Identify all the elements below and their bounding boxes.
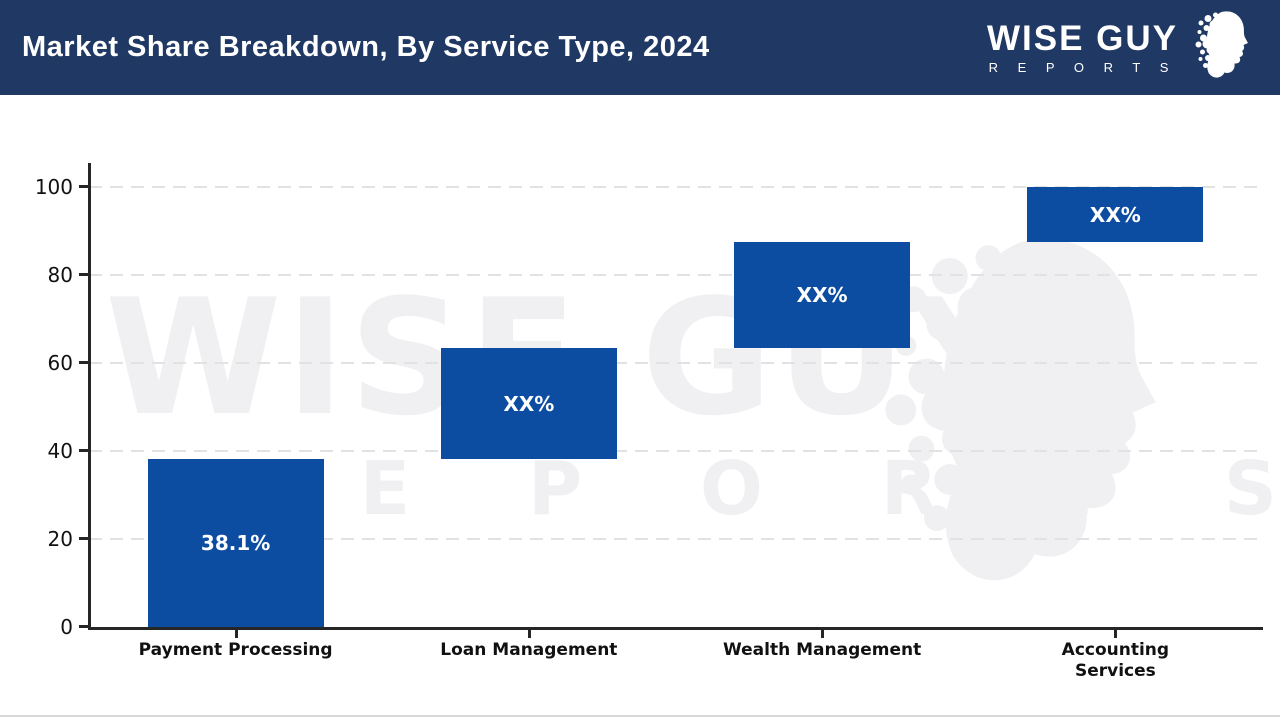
y-tick-mark-100 [79, 185, 88, 188]
x-category-label-loan-management: Loan Management [440, 640, 618, 660]
bar-accounting-services: XX% [1027, 187, 1204, 242]
x-category-label-accounting-services: Accounting Services [1061, 640, 1170, 681]
y-tick-label-40: 40 [47, 439, 73, 463]
x-axis-line [88, 627, 1263, 630]
bar-value-label-wealth-management: XX% [796, 282, 848, 307]
x-tick-mark-accounting-services [1114, 630, 1118, 638]
y-tick-mark-60 [79, 361, 88, 364]
y-axis-line [88, 163, 91, 630]
y-tick-mark-20 [79, 537, 88, 540]
y-tick-mark-40 [79, 449, 88, 452]
gridline-80 [89, 274, 1262, 276]
page-title: Market Share Breakdown, By Service Type,… [22, 31, 710, 63]
y-tick-label-100: 100 [34, 175, 73, 199]
bar-value-label-loan-management: XX% [503, 391, 555, 416]
gridline-100 [89, 186, 1262, 188]
brand-logo: WISE GUY R E P O R T S [987, 8, 1262, 88]
y-tick-label-80: 80 [47, 263, 73, 287]
x-tick-mark-payment-processing [234, 630, 238, 638]
y-tick-mark-0 [79, 625, 88, 628]
y-tick-label-0: 0 [60, 615, 73, 639]
x-tick-mark-wealth-management [821, 630, 825, 638]
brand-name: WISE GUY [986, 19, 1178, 58]
plot-area: 38.1% XX% XX% XX% [89, 186, 1262, 627]
x-tick-mark-loan-management [527, 630, 531, 638]
y-axis-labels: 0 20 40 60 80 100 [0, 177, 89, 637]
bar-value-label-payment-processing: 38.1% [200, 531, 271, 556]
brand-logo-text: WISE GUY R E P O R T S [987, 21, 1178, 74]
head-logo-icon [1184, 8, 1262, 88]
gridline-40 [89, 450, 1262, 452]
brand-subtitle: R E P O R T S [988, 60, 1177, 75]
x-category-label-payment-processing: Payment Processing [138, 640, 333, 660]
header-bar: Market Share Breakdown, By Service Type,… [0, 0, 1280, 95]
bar-payment-processing: 38.1% [147, 459, 324, 627]
bar-loan-management: XX% [440, 347, 617, 460]
bar-wealth-management: XX% [734, 242, 911, 348]
bar-value-label-accounting-services: XX% [1089, 202, 1141, 227]
gridline-60 [89, 362, 1262, 364]
x-category-label-wealth-management: Wealth Management [722, 640, 922, 660]
y-tick-label-60: 60 [47, 351, 73, 375]
y-tick-label-20: 20 [47, 527, 73, 551]
gridline-20 [89, 538, 1262, 540]
y-tick-mark-80 [79, 273, 88, 276]
footer-divider [0, 715, 1280, 717]
